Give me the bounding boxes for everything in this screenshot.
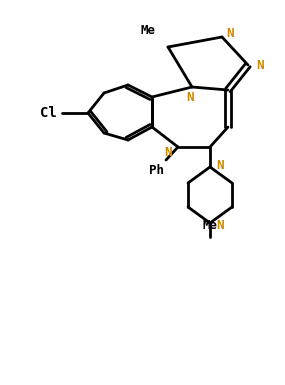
Text: N: N: [164, 146, 172, 159]
Text: N: N: [226, 27, 234, 40]
Text: Cl: Cl: [40, 106, 56, 120]
Text: N: N: [256, 59, 264, 72]
Text: N: N: [216, 219, 224, 231]
Text: Me: Me: [141, 23, 156, 37]
Text: N: N: [186, 90, 194, 104]
Text: Ph: Ph: [148, 164, 164, 176]
Text: N: N: [216, 159, 224, 171]
Text: Me: Me: [203, 219, 217, 231]
